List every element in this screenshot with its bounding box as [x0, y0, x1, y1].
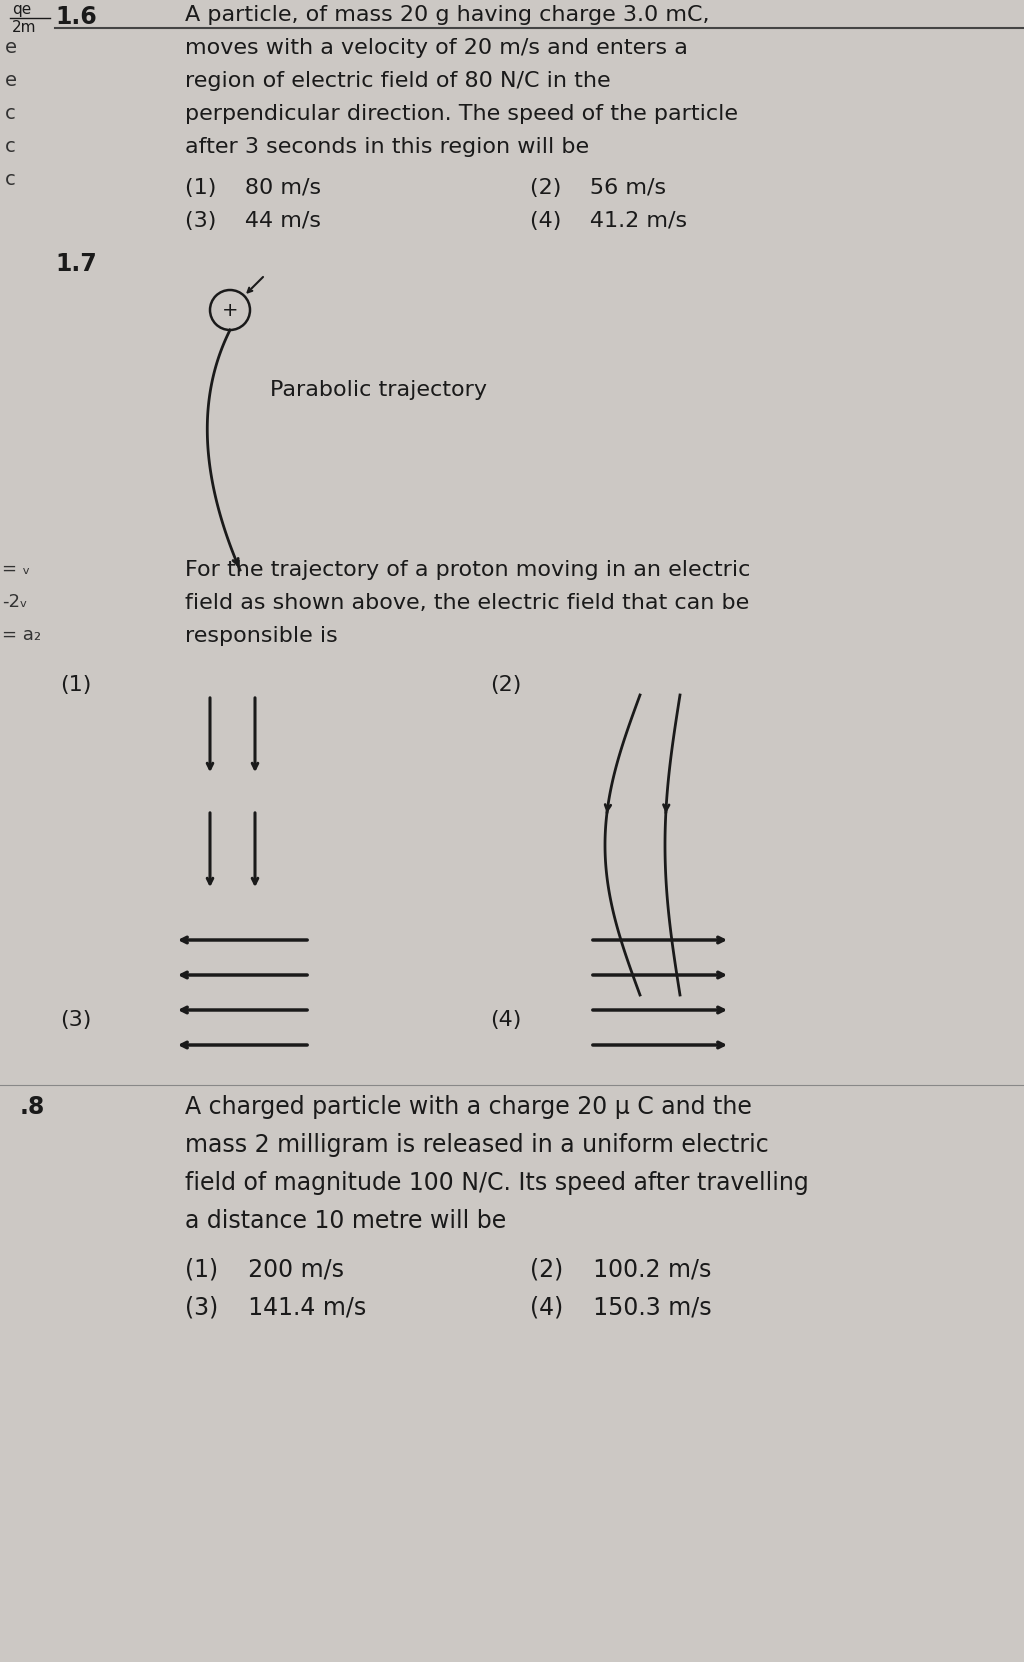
Text: after 3 seconds in this region will be: after 3 seconds in this region will be [185, 136, 589, 156]
Text: c: c [5, 105, 15, 123]
Text: .8: .8 [20, 1095, 45, 1119]
Text: A charged particle with a charge 20 μ C and the: A charged particle with a charge 20 μ C … [185, 1095, 752, 1119]
Text: (1): (1) [60, 675, 91, 695]
Text: region of electric field of 80 N/C in the: region of electric field of 80 N/C in th… [185, 71, 610, 91]
Text: = ᵥ: = ᵥ [2, 560, 31, 578]
Text: e: e [5, 71, 17, 90]
Text: (1)    80 m/s: (1) 80 m/s [185, 178, 322, 198]
Text: 1.6: 1.6 [55, 5, 96, 28]
Text: Parabolic trajectory: Parabolic trajectory [270, 381, 487, 401]
Text: -2ᵥ: -2ᵥ [2, 593, 28, 612]
Text: (2)    56 m/s: (2) 56 m/s [530, 178, 667, 198]
Text: responsible is: responsible is [185, 627, 338, 647]
Text: e: e [5, 38, 17, 57]
Text: For the trajectory of a proton moving in an electric: For the trajectory of a proton moving in… [185, 560, 751, 580]
Text: (4)    41.2 m/s: (4) 41.2 m/s [530, 211, 687, 231]
Text: (4): (4) [490, 1010, 521, 1030]
Text: (3)    141.4 m/s: (3) 141.4 m/s [185, 1296, 367, 1320]
Text: a distance 10 metre will be: a distance 10 metre will be [185, 1208, 506, 1233]
Text: (3)    44 m/s: (3) 44 m/s [185, 211, 321, 231]
Text: = a₂: = a₂ [2, 627, 41, 643]
Text: c: c [5, 136, 15, 156]
Text: 2m: 2m [12, 20, 37, 35]
Text: field of magnitude 100 N/C. Its speed after travelling: field of magnitude 100 N/C. Its speed af… [185, 1172, 809, 1195]
Text: (3): (3) [60, 1010, 91, 1030]
Text: (2): (2) [490, 675, 521, 695]
Text: (2)    100.2 m/s: (2) 100.2 m/s [530, 1258, 712, 1281]
Text: perpendicular direction. The speed of the particle: perpendicular direction. The speed of th… [185, 105, 738, 125]
Text: field as shown above, the electric field that can be: field as shown above, the electric field… [185, 593, 750, 613]
Text: c: c [5, 170, 15, 189]
Text: +: + [222, 301, 239, 319]
Text: 1.7: 1.7 [55, 253, 96, 276]
Text: A particle, of mass 20 g having charge 3.0 mC,: A particle, of mass 20 g having charge 3… [185, 5, 710, 25]
Text: (4)    150.3 m/s: (4) 150.3 m/s [530, 1296, 712, 1320]
Text: moves with a velocity of 20 m/s and enters a: moves with a velocity of 20 m/s and ente… [185, 38, 688, 58]
Text: mass 2 milligram is released in a uniform electric: mass 2 milligram is released in a unifor… [185, 1133, 769, 1157]
Text: qe: qe [12, 2, 32, 17]
Text: (1)    200 m/s: (1) 200 m/s [185, 1258, 344, 1281]
